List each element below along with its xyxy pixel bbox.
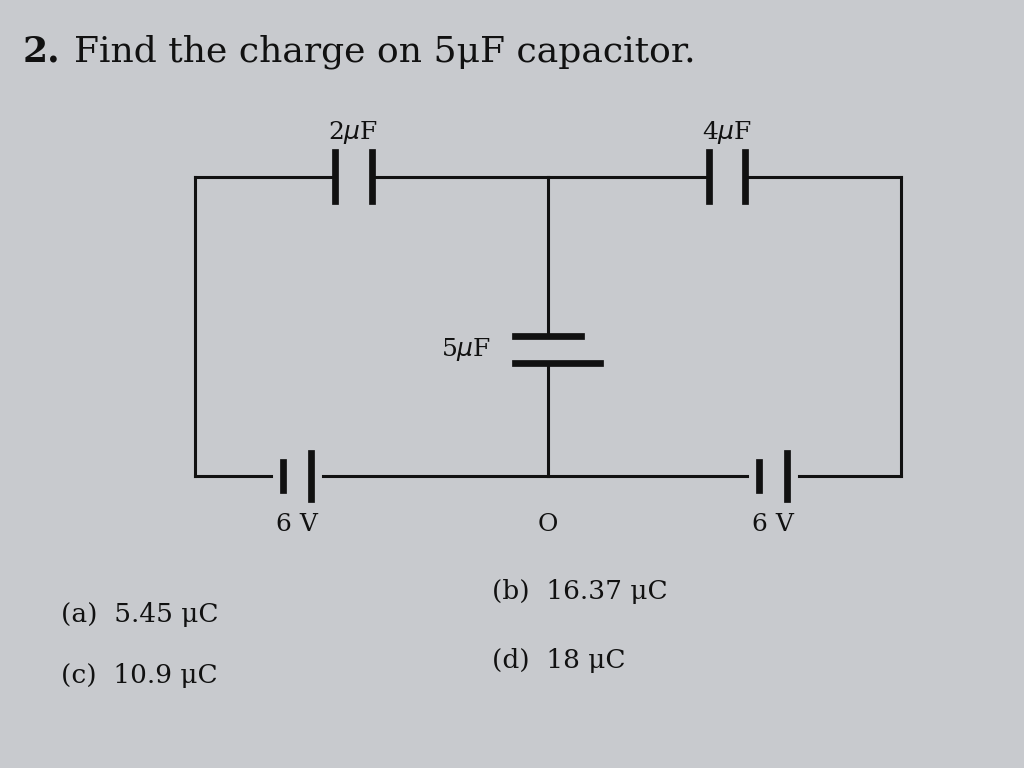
Text: 2$\mu$F: 2$\mu$F: [329, 119, 378, 146]
Text: 4$\mu$F: 4$\mu$F: [702, 119, 752, 146]
Text: (d)  18 μC: (d) 18 μC: [492, 648, 625, 673]
Text: Find the charge on 5μF capacitor.: Find the charge on 5μF capacitor.: [74, 35, 695, 69]
Text: (a)  5.45 μC: (a) 5.45 μC: [61, 602, 219, 627]
Text: O: O: [538, 513, 558, 536]
Text: 2.: 2.: [23, 35, 60, 68]
Text: 6 V: 6 V: [753, 513, 794, 536]
Text: (b)  16.37 μC: (b) 16.37 μC: [492, 579, 668, 604]
Text: (c)  10.9 μC: (c) 10.9 μC: [61, 664, 218, 688]
Text: 5$\mu$F: 5$\mu$F: [441, 336, 492, 363]
Text: 6 V: 6 V: [276, 513, 317, 536]
